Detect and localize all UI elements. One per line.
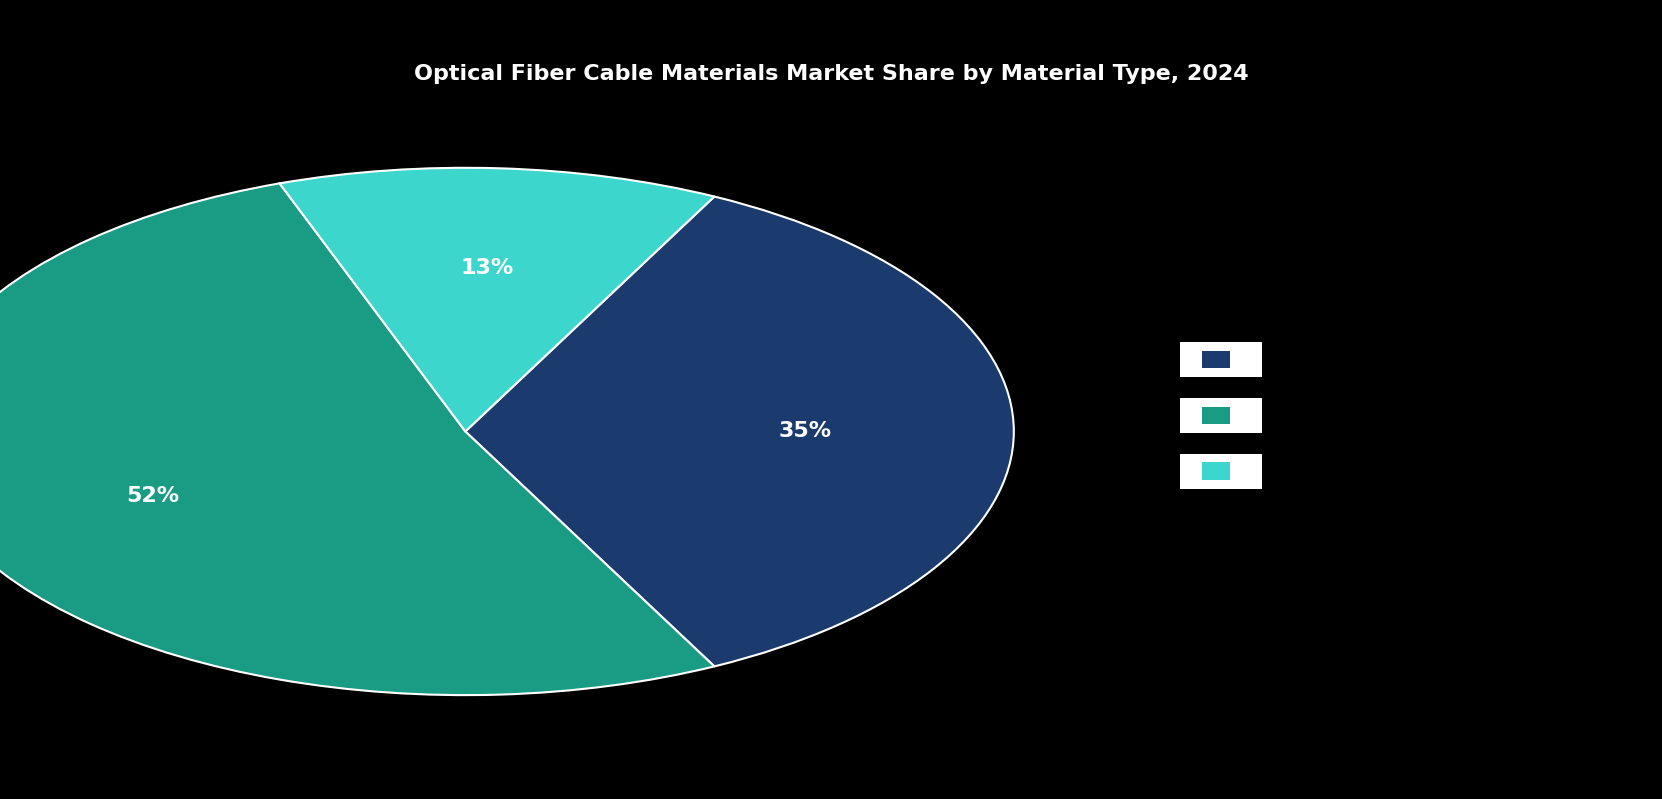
Text: Optical Fiber Cable Materials Market Share by Material Type, 2024: Optical Fiber Cable Materials Market Sha… (414, 64, 1248, 84)
FancyBboxPatch shape (1180, 454, 1261, 489)
Text: 52%: 52% (126, 487, 179, 507)
Bar (1202, 463, 1230, 480)
Wedge shape (0, 184, 715, 695)
FancyBboxPatch shape (1180, 398, 1261, 433)
Bar (1202, 351, 1230, 368)
Wedge shape (465, 197, 1014, 666)
Text: 35%: 35% (779, 421, 833, 442)
Text: 13%: 13% (460, 258, 514, 278)
Wedge shape (279, 168, 715, 431)
FancyBboxPatch shape (1180, 342, 1261, 377)
Bar (1202, 407, 1230, 424)
